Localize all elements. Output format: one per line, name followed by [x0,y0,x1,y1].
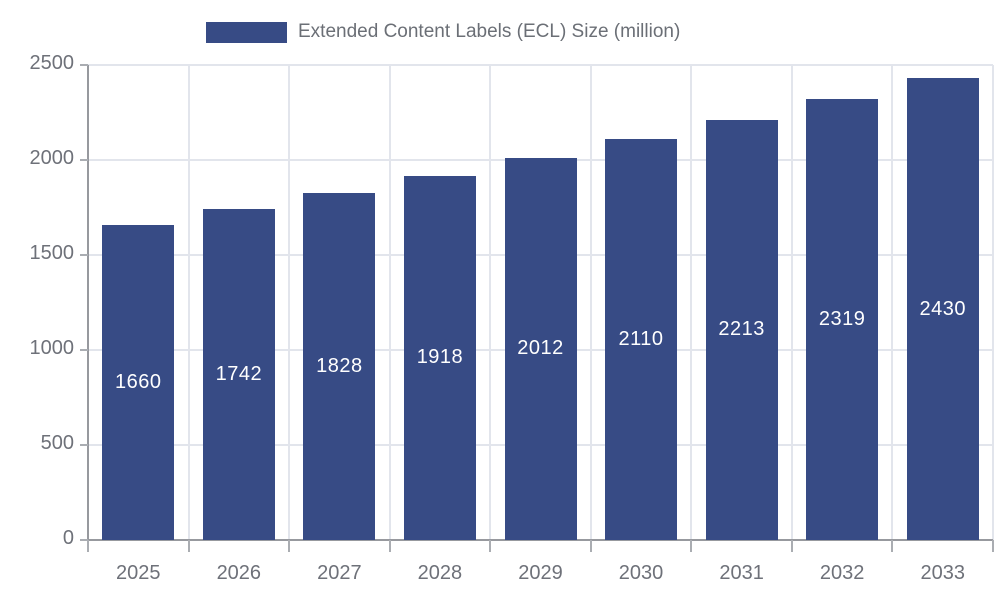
x-axis-category-label: 2033 [920,562,965,584]
y-axis-tick-label: 500 [40,432,74,454]
y-axis-line [87,65,89,540]
bar-value-label: 1918 [416,346,464,369]
x-axis-category-label: 2028 [417,562,463,584]
legend-item[interactable]: Extended Content Labels (ECL) Size (mill… [206,14,680,50]
y-axis-tick [80,159,88,161]
grid-line-vertical [187,65,190,540]
y-axis-tick [80,444,88,446]
grid-line-vertical [589,65,592,540]
y-axis-tick [80,349,88,351]
x-axis-category-label: 2026 [216,562,262,584]
y-axis-tick-label: 1000 [29,337,75,359]
bar-value-label: 2319 [818,308,866,331]
y-axis-tick [80,254,88,256]
x-axis-tick [288,540,291,552]
grid-line-vertical [489,65,492,540]
bar-2026[interactable]: 1742 [202,209,275,540]
x-axis-tick [87,540,89,552]
x-axis-category-label: 2030 [618,562,664,584]
grid-line-vertical [891,65,894,540]
bar-2032[interactable]: 2319 [806,99,879,540]
x-axis-tick [489,540,492,552]
bar-2033[interactable]: 2430 [906,78,979,540]
x-axis-tick [388,540,391,552]
x-axis-category-label: 2031 [719,562,764,584]
x-axis-category-label: 2029 [518,562,563,584]
bar-2027[interactable]: 1828 [303,192,376,540]
bar-value-label: 2110 [618,328,664,351]
bar-2031[interactable]: 2213 [705,119,778,540]
bar-value-label: 2012 [517,337,564,360]
legend-label: Extended Content Labels (ECL) Size (mill… [298,21,681,42]
bar-2029[interactable]: 2012 [504,157,577,540]
bar-value-label: 2430 [919,297,966,320]
x-axis-line [88,539,993,541]
bar-value-label: 1742 [215,363,263,385]
x-axis-tick [992,540,994,552]
bar-2025[interactable]: 1660 [102,224,175,540]
grid-line-vertical [790,65,793,540]
x-axis-category-label: 2027 [317,562,362,584]
grid-line-vertical [288,65,291,540]
bar-2028[interactable]: 1918 [403,175,476,540]
bar-value-label: 1660 [115,370,162,393]
grid-line-vertical [690,65,693,540]
bar-value-label: 2213 [718,318,765,341]
grid-line-horizontal [88,64,993,66]
x-axis-tick [891,540,894,552]
y-axis-tick-label: 0 [62,527,74,549]
grid-line-vertical [992,65,994,540]
x-axis-tick [690,540,693,552]
x-axis-category-label: 2025 [116,562,161,584]
y-axis-tick [80,539,88,541]
y-axis-tick-label: 2500 [29,52,75,74]
bar-value-label: 1828 [316,354,363,377]
grid-line-vertical [388,65,391,540]
x-axis-tick [187,540,190,552]
bar-2030[interactable]: 2110 [605,139,678,540]
x-axis-tick [790,540,793,552]
y-axis-tick-label: 1500 [29,242,75,264]
legend-swatch-icon [206,21,287,43]
y-axis-tick [80,64,88,66]
y-axis-tick-label: 2000 [29,147,75,169]
x-axis-tick [589,540,592,552]
x-axis-category-label: 2032 [819,562,865,584]
